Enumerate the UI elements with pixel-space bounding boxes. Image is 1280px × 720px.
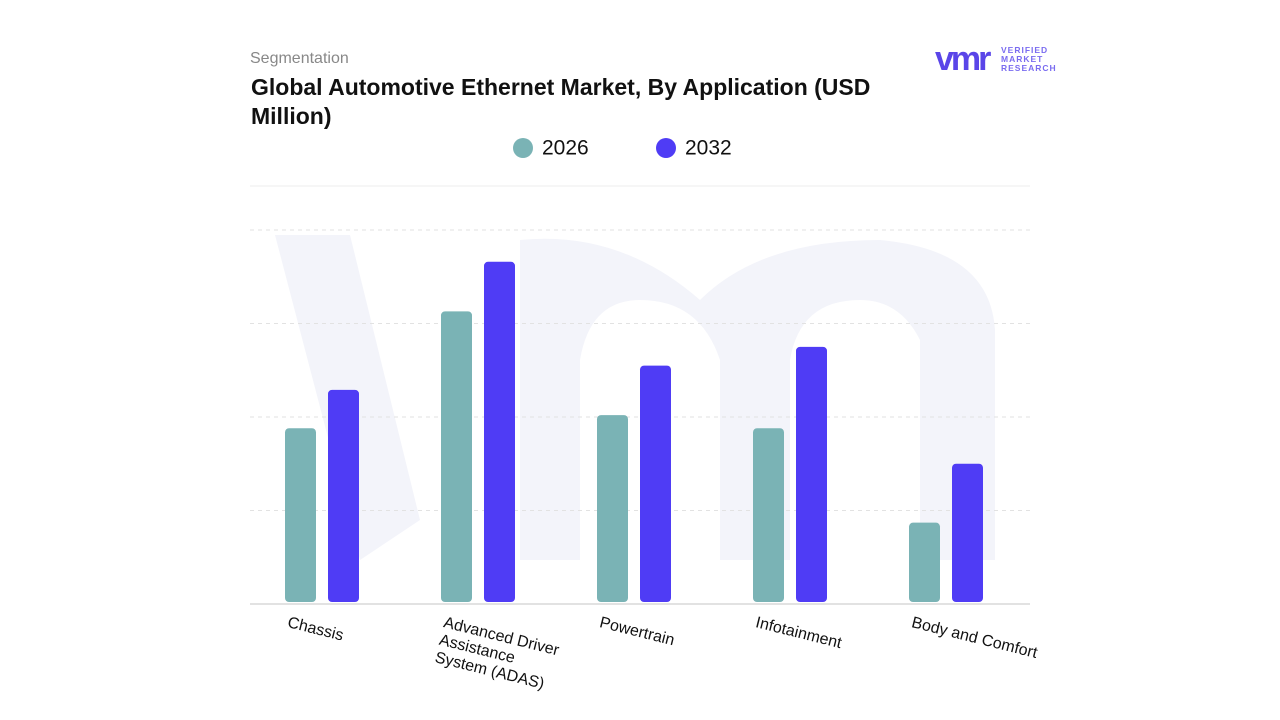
legend-label: 2026: [542, 137, 589, 160]
bar: [328, 389, 359, 602]
logo-mark: vmr: [935, 40, 991, 78]
bar: [597, 415, 628, 602]
bar: [640, 365, 671, 602]
chart-title: Global Automotive Ethernet Market, By Ap…: [251, 74, 871, 129]
legend-swatch: [513, 138, 533, 158]
bar: [441, 311, 472, 602]
watermark: [275, 235, 995, 560]
logo-words: VERIFIED MARKET RESEARCH: [1001, 46, 1057, 73]
kicker: Segmentation: [250, 50, 349, 67]
bar: [796, 346, 827, 602]
logo-line: VERIFIED: [1001, 45, 1049, 55]
logo-line: RESEARCH: [1001, 63, 1057, 73]
bar: [909, 522, 940, 602]
bar: [285, 428, 316, 602]
legend-swatch: [656, 138, 676, 158]
legend-label: 2032: [685, 137, 732, 160]
bar: [753, 428, 784, 602]
bar: [484, 261, 515, 602]
logo-line: MARKET: [1001, 54, 1044, 64]
bar: [952, 463, 983, 602]
